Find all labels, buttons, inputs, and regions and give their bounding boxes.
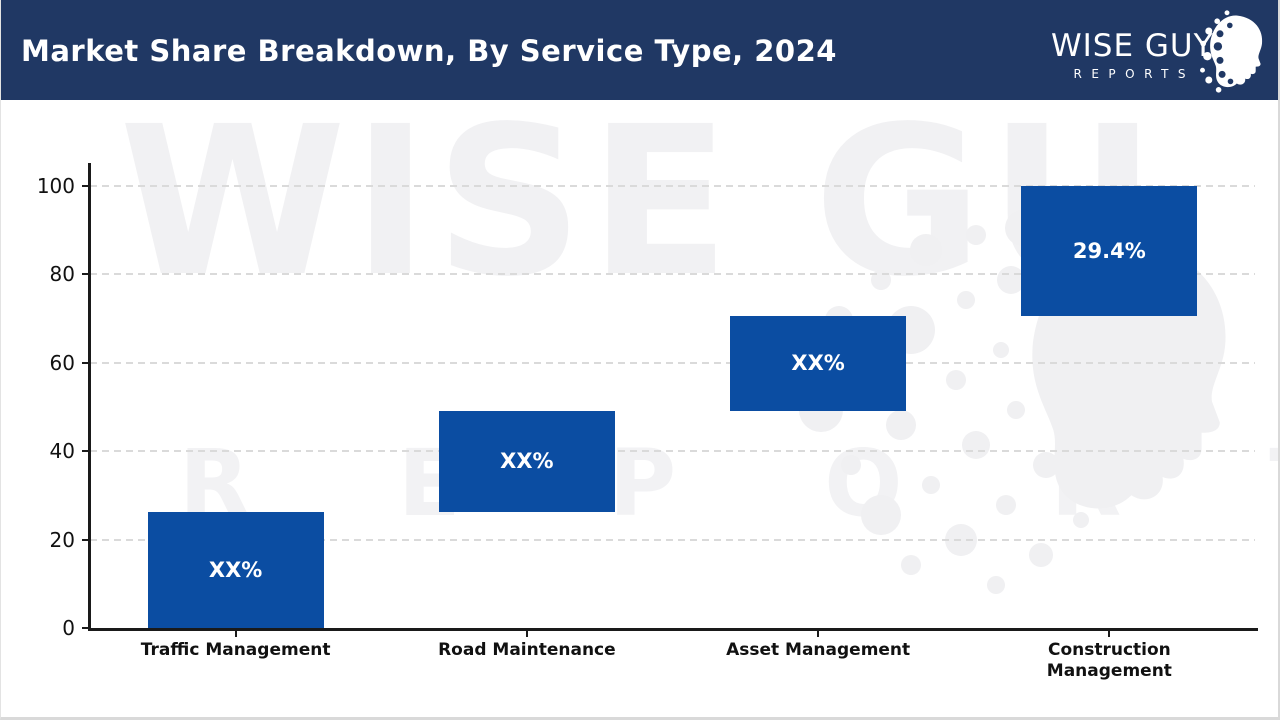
wiseguy-logo: WISE GUY REPORTS: [1021, 8, 1271, 94]
bar: XX%: [730, 315, 907, 411]
gridline: [90, 450, 1255, 452]
y-tick-mark: [82, 450, 90, 452]
x-axis-spine: [88, 628, 1258, 631]
x-tick-mark: [234, 630, 237, 637]
gridline: [90, 361, 1255, 364]
bar: 29.4%: [1021, 185, 1198, 316]
header-bar: Market Share Breakdown, By Service Type,…: [1, 0, 1278, 100]
gridline: [90, 184, 1255, 187]
y-tick-label: 20: [49, 527, 75, 552]
y-tick-label: 60: [49, 350, 75, 375]
y-tick-label: 80: [49, 262, 75, 286]
x-category-label: Asset Management: [726, 640, 911, 660]
x-category-label: Traffic Management: [140, 640, 331, 660]
x-tick-mark: [817, 630, 820, 637]
y-tick-label: 40: [49, 439, 75, 463]
y-tick-mark: [82, 538, 90, 541]
logo-subtext: REPORTS: [1073, 67, 1196, 81]
bar: XX%: [147, 512, 324, 628]
bar-value-label: 29.4%: [1072, 238, 1146, 263]
y-tick-label: 100: [36, 173, 75, 198]
y-tick-label: 0: [62, 616, 75, 640]
gridline: [90, 538, 1255, 541]
bar-value-label: XX%: [208, 558, 263, 583]
watermark: WISE GU R E P O R T S: [1, 82, 1278, 717]
y-axis-spine: [88, 163, 91, 630]
bar-value-label: XX%: [500, 449, 554, 474]
x-category-label: Road Maintenance: [438, 640, 616, 660]
y-tick-mark: [82, 627, 90, 629]
bar: XX%: [438, 410, 615, 513]
y-tick-mark: [82, 273, 90, 275]
x-category-label: Construction Management: [1046, 640, 1172, 681]
x-tick-mark: [1108, 630, 1111, 637]
gridline: [90, 273, 1255, 275]
bar-value-label: XX%: [791, 351, 845, 376]
page-title: Market Share Breakdown, By Service Type,…: [21, 34, 837, 68]
logo-wordmark: WISE GUY: [1051, 28, 1214, 64]
x-tick-mark: [525, 630, 528, 637]
logo-face-icon: [1200, 10, 1263, 93]
y-tick-mark: [82, 361, 90, 364]
y-tick-mark: [82, 184, 90, 187]
watermark-wordmark: WISE GU: [119, 82, 1163, 322]
